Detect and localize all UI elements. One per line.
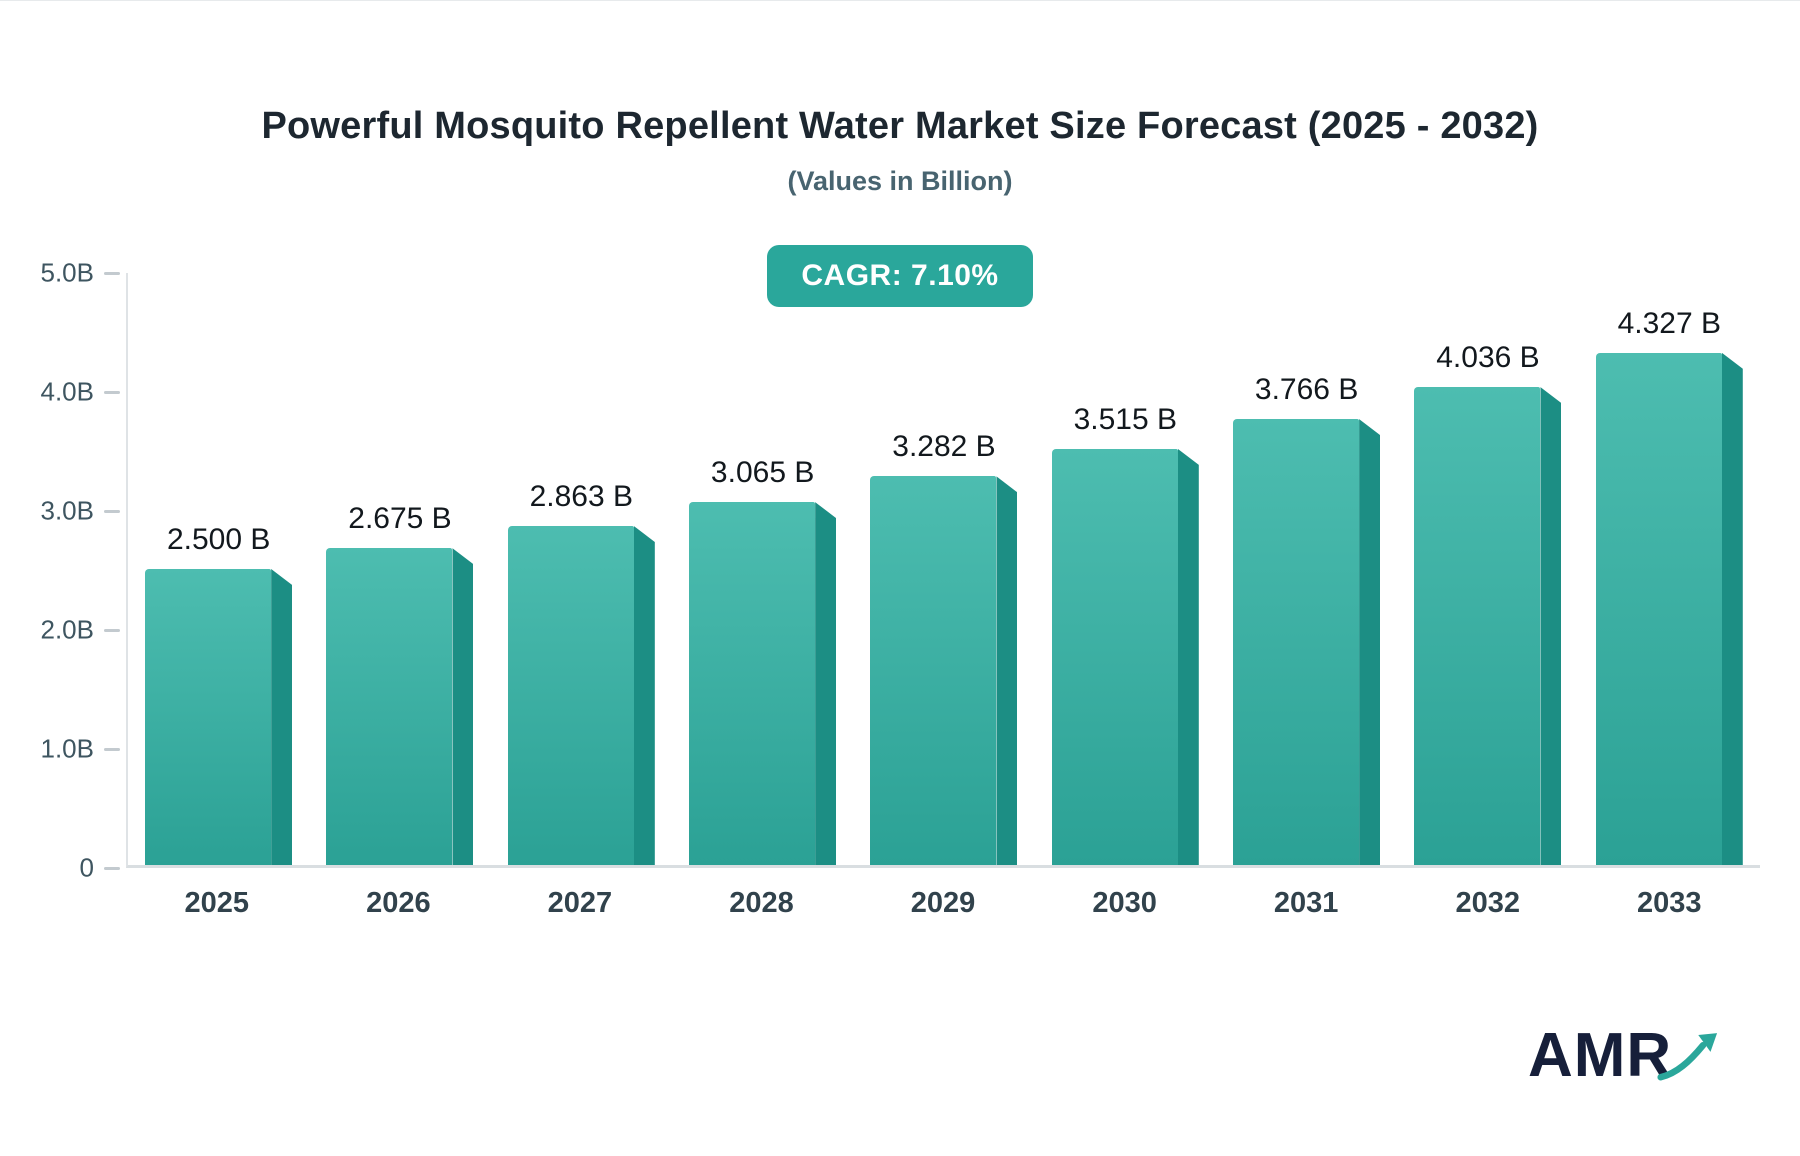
x-axis-label: 2027 — [547, 887, 613, 919]
bar-slot: 2.500 B — [128, 273, 309, 865]
bar-slot: 4.327 B — [1579, 273, 1760, 865]
bar-slot: 3.515 B — [1035, 273, 1216, 865]
y-axis-label: 0 — [79, 852, 94, 883]
bar-value-label: 2.863 B — [529, 480, 634, 514]
bar-face — [1233, 419, 1360, 865]
x-axis-label: 2032 — [1455, 887, 1520, 919]
bar-face — [870, 476, 997, 865]
y-axis: 0 1.0B 2.0B 3.0B 4.0B 5.0B — [40, 258, 126, 883]
bar-side — [1540, 387, 1562, 865]
chart-content: Powerful Mosquito Repellent Water Market… — [40, 1, 1760, 933]
x-axis: 2025 2026 2027 2028 2029 2030 2031 2032 2033 — [126, 887, 1760, 920]
bar-side — [1177, 448, 1199, 865]
bar-2026: 2.675 B — [326, 502, 474, 865]
chart-title: Powerful Mosquito Repellent Water Market… — [261, 105, 1539, 147]
x-axis-label: 2031 — [1273, 887, 1339, 919]
bar-slot: 2.863 B — [491, 273, 672, 865]
bar-value-label: 2.675 B — [348, 502, 452, 536]
bar-2031: 3.766 B — [1233, 373, 1381, 865]
bar-side — [1359, 419, 1381, 865]
bar-slot: 4.036 B — [1397, 273, 1578, 865]
y-axis-tick — [104, 747, 120, 751]
cagr-badge: CAGR: 7.10% — [767, 245, 1033, 307]
growth-arrow-icon — [1657, 1033, 1718, 1081]
y-axis-tick — [104, 271, 120, 275]
bar-value-label: 4.327 B — [1617, 306, 1721, 340]
bar-slot: 3.282 B — [853, 273, 1034, 865]
bar-slot: 3.065 B — [672, 273, 853, 865]
bar-side — [452, 548, 474, 865]
x-axis-label: 2030 — [1092, 887, 1157, 919]
x-axis-label: 2026 — [366, 887, 431, 919]
bar-side — [633, 526, 655, 865]
bar-face — [1595, 352, 1722, 865]
x-axis-label: 2033 — [1637, 887, 1702, 919]
y-axis-tick — [104, 390, 120, 394]
bar-2033: 4.327 B — [1595, 307, 1743, 865]
bar-value-label: 3.766 B — [1254, 373, 1359, 407]
bar-2028: 3.065 B — [689, 456, 837, 865]
bar-side — [1721, 352, 1743, 865]
bar-face — [1414, 387, 1541, 865]
bar-value-label: 3.515 B — [1073, 402, 1178, 436]
y-axis-tick — [104, 866, 120, 870]
bar-value-label: 4.036 B — [1436, 341, 1540, 375]
y-axis-label: 3.0B — [40, 495, 95, 526]
y-axis-label: 2.0B — [40, 614, 95, 645]
bar-slot: 2.675 B — [309, 273, 490, 865]
bar-face — [507, 526, 634, 865]
y-axis-label: 1.0B — [40, 733, 95, 764]
bar-chart: 0 1.0B 2.0B 3.0B 4.0B 5.0B 2.500 B 2.675 B 2.86… — [40, 258, 1760, 933]
y-axis-tick — [104, 509, 120, 513]
bar-face — [326, 548, 453, 865]
y-axis-label: 4.0B — [40, 376, 95, 407]
bar-face — [689, 502, 816, 865]
x-axis-label: 2029 — [910, 887, 976, 919]
bar-2025: 2.500 B — [145, 523, 293, 865]
x-axis-label: 2025 — [184, 887, 250, 919]
cagr-badge-row: CAGR: 7.10% — [40, 245, 1760, 307]
bar-side — [271, 569, 293, 865]
bar-value-label: 2.500 B — [166, 523, 271, 556]
bar-value-label: 3.282 B — [892, 430, 996, 464]
chart-subtitle: (Values in Billion) — [787, 166, 1013, 196]
bar-2029: 3.282 B — [870, 430, 1018, 865]
bar-2027: 2.863 B — [507, 480, 655, 865]
amr-logo: AMR — [1528, 1025, 1718, 1087]
bar-face — [1051, 448, 1178, 865]
y-axis-tick — [104, 628, 120, 632]
bar-value-label: 3.065 B — [710, 456, 815, 490]
bar-slot: 3.766 B — [1216, 273, 1397, 865]
bar-2032: 4.036 B — [1414, 341, 1562, 865]
x-axis-label: 2028 — [729, 887, 794, 919]
y-axis-label: 5.0B — [40, 257, 95, 288]
bar-side — [815, 502, 837, 865]
bar-face — [145, 569, 272, 865]
amr-logo-text: AMR — [1528, 1021, 1673, 1090]
bar-2030: 3.515 B — [1051, 403, 1199, 865]
bar-side — [996, 476, 1018, 865]
plot-area: 2.500 B 2.675 B 2.863 B 3.065 B 3.282 B 3.515… — [126, 273, 1760, 868]
